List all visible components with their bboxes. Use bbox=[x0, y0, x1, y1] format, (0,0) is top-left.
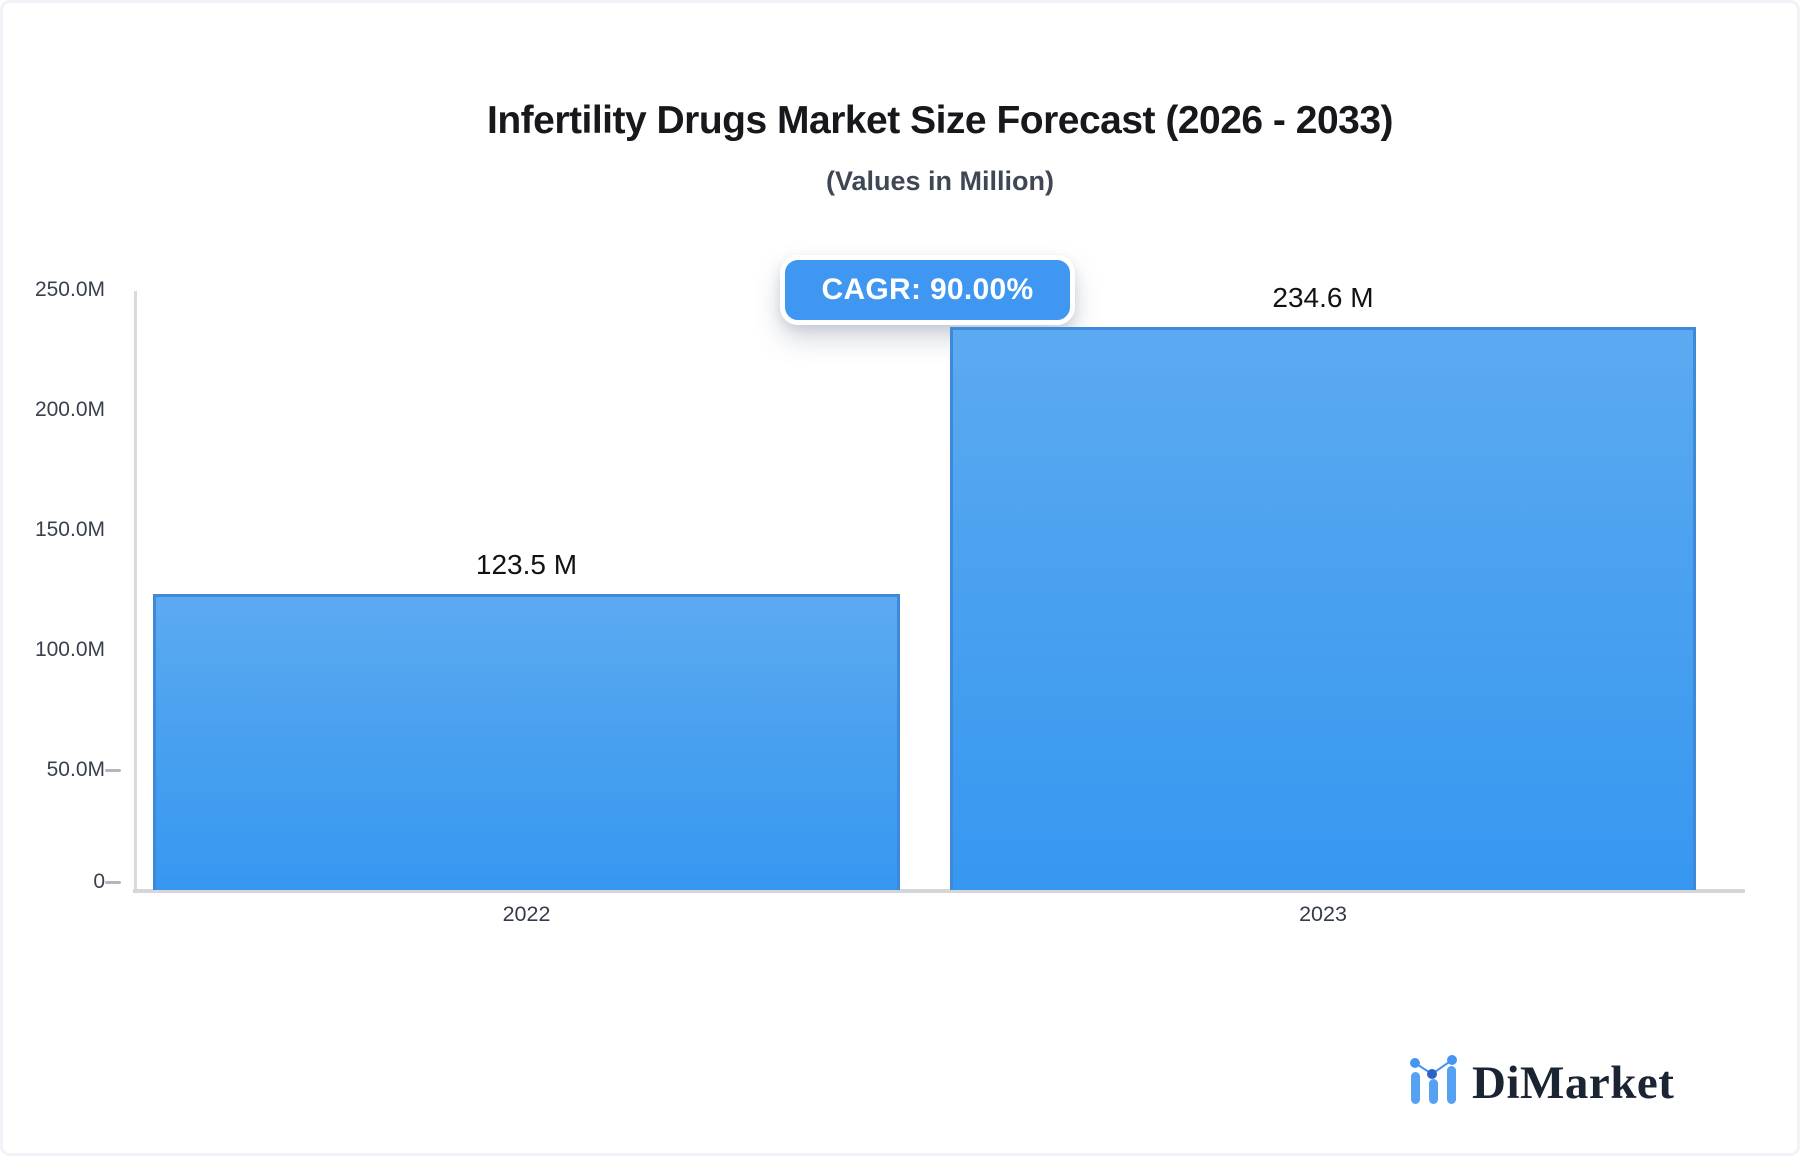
y-tick-label-0: 0 bbox=[93, 870, 105, 893]
y-tick-label-250.0M: 250.0M bbox=[34, 278, 105, 301]
dimarket-logo-text: DiMarket bbox=[1472, 1057, 1675, 1109]
dimarket-logo: DiMarket bbox=[1408, 1039, 1768, 1109]
cagr-badge-label: CAGR: 90.00% bbox=[821, 273, 1034, 306]
y-tick-label-150.0M: 150.0M bbox=[34, 518, 105, 541]
x-axis-baseline bbox=[133, 889, 1745, 893]
y-tick-dash-0 bbox=[105, 881, 121, 884]
bar-line-chart-icon bbox=[1408, 1054, 1460, 1109]
x-tick-label-2023: 2023 bbox=[1299, 902, 1347, 926]
bar-value-label-2022: 123.5 M bbox=[475, 548, 578, 580]
bar-2023 bbox=[950, 326, 1696, 890]
y-tick-label-200.0M: 200.0M bbox=[34, 398, 105, 421]
cagr-badge: CAGR: 90.00% bbox=[780, 255, 1075, 325]
chart-subtitle: (Values in Million) bbox=[825, 166, 1055, 196]
chart-title: Infertility Drugs Market Size Forecast (… bbox=[486, 99, 1394, 142]
bar-value-label-2023: 234.6 M bbox=[1272, 281, 1374, 313]
y-axis-line bbox=[134, 291, 137, 891]
y-tick-label-100.0M: 100.0M bbox=[34, 638, 105, 661]
bar-2022 bbox=[153, 593, 900, 890]
y-tick-label-50.0M: 50.0M bbox=[46, 758, 105, 781]
y-tick-dash-50.0M bbox=[105, 769, 121, 772]
x-tick-label-2022: 2022 bbox=[502, 902, 551, 926]
